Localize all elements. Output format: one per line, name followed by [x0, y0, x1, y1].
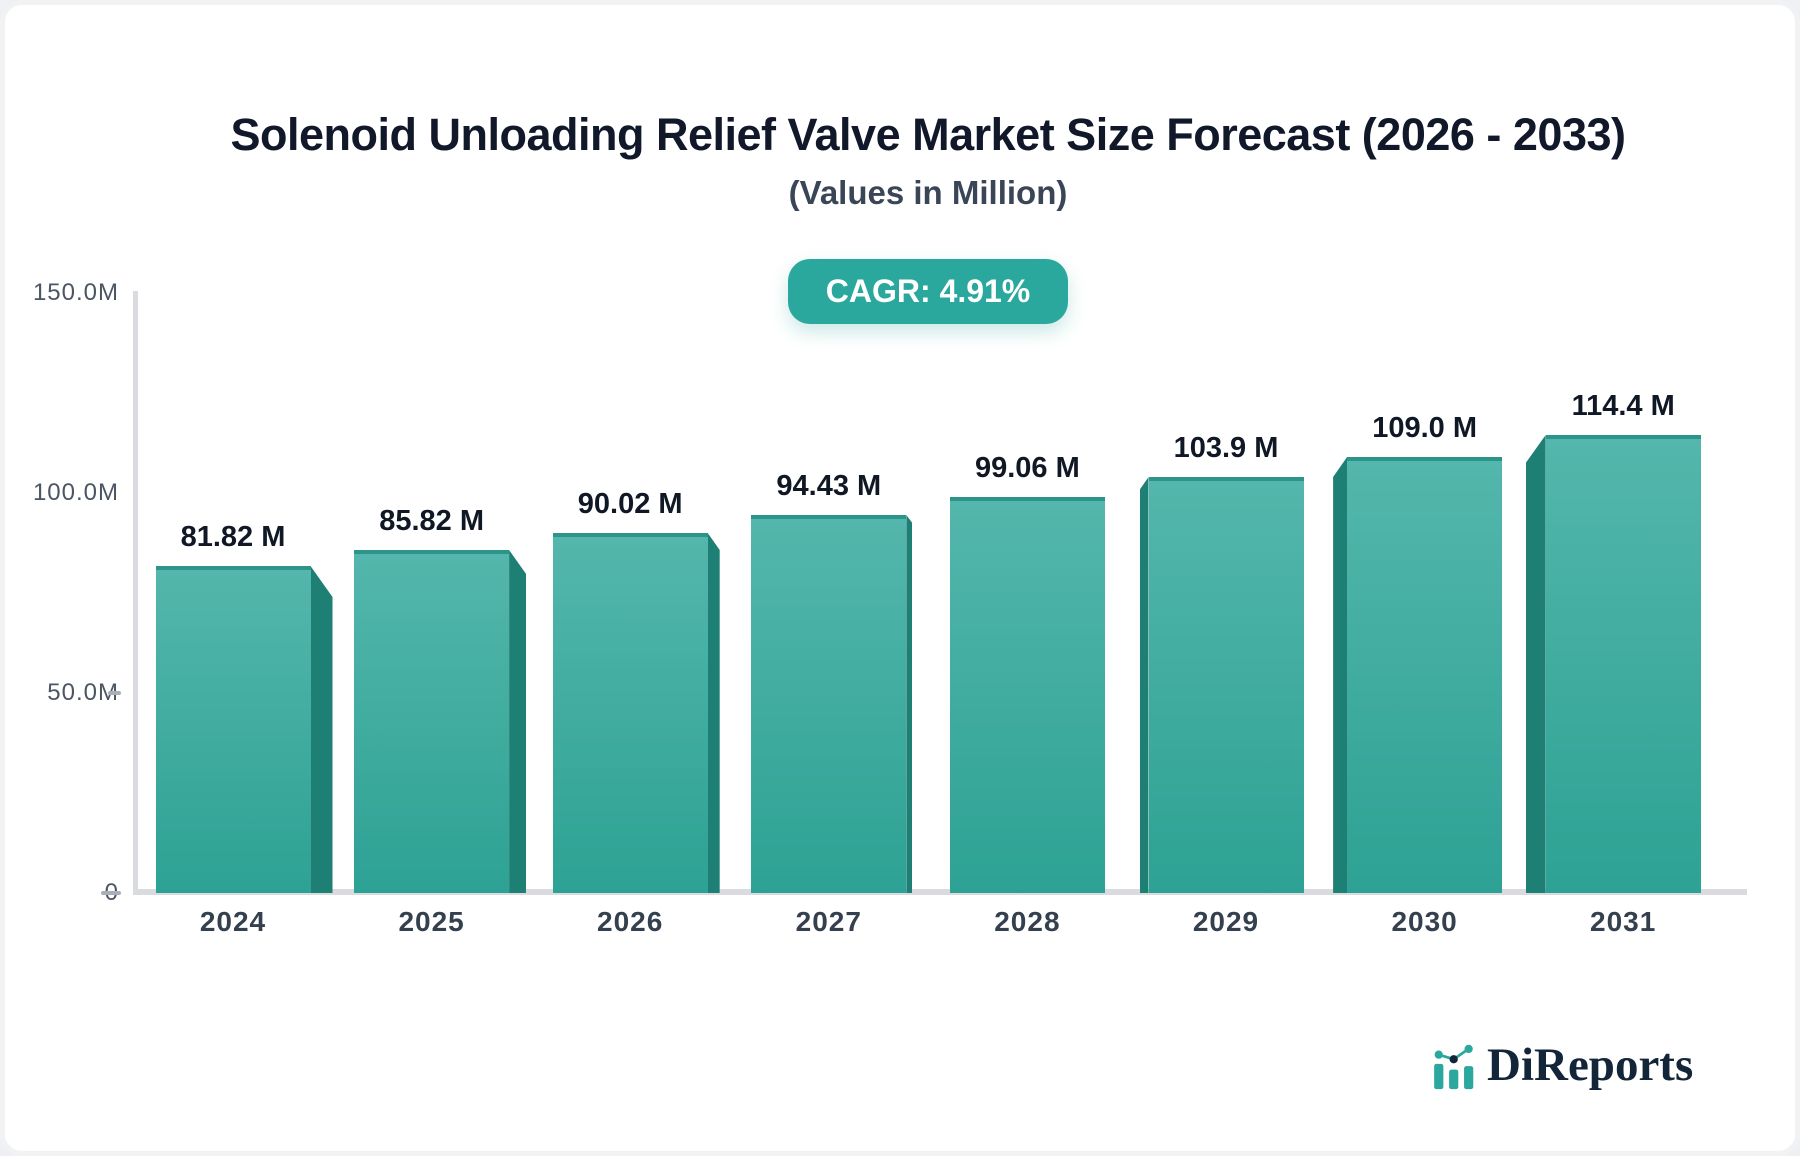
- x-tick-label-2025: 2025: [398, 906, 465, 937]
- bar-3d-side: [1139, 477, 1149, 893]
- bar-3d-side: [310, 566, 333, 893]
- x-tick-label-2030: 2030: [1391, 906, 1458, 937]
- bar-2031: 114.4 M: [1525, 390, 1701, 893]
- bar-3d-side: [707, 533, 720, 893]
- bar-face: [1148, 477, 1304, 893]
- bar-face: [1545, 435, 1701, 893]
- bar-face: [354, 550, 510, 893]
- x-tick-label-2031: 2031: [1590, 906, 1657, 937]
- bar-2025: 85.82 M: [354, 505, 527, 893]
- bar-value-label: 103.9 M: [1173, 432, 1279, 464]
- direports-logo: DiReports: [1433, 1039, 1693, 1091]
- y-tick-dash: [108, 691, 121, 695]
- bar-face: [552, 533, 708, 893]
- chart-title: Solenoid Unloading Relief Valve Market S…: [230, 109, 1626, 160]
- bar-value-label: 99.06 M: [974, 452, 1080, 484]
- bar-2030: 109.0 M: [1333, 412, 1503, 893]
- bar-2029: 103.9 M: [1139, 432, 1304, 893]
- x-tick-label-2028: 2028: [994, 906, 1061, 937]
- y-tick-dash: [101, 891, 121, 895]
- bar-3d-side: [1525, 435, 1546, 893]
- x-tick-label-2027: 2027: [795, 906, 862, 937]
- y-tick-label: 100.0M: [32, 479, 119, 506]
- x-tick-label-2026: 2026: [597, 906, 664, 937]
- bar-face: [155, 566, 311, 893]
- cagr-badge: CAGR: 4.91%: [787, 259, 1069, 325]
- bar-2024: 81.82 M: [155, 521, 333, 893]
- bar-face: [751, 515, 907, 893]
- y-tick-label: 50.0M: [47, 679, 119, 706]
- bar-value-label: 81.82 M: [180, 521, 286, 553]
- bar-face: [1347, 457, 1503, 893]
- bar-value-label: 94.43 M: [776, 470, 882, 502]
- x-tick-label-2029: 2029: [1192, 906, 1260, 937]
- bar-value-label: 90.02 M: [577, 488, 683, 520]
- cagr-badge-row: CAGR: 4.91%: [51, 259, 1795, 325]
- bar-3d-side: [1333, 457, 1348, 893]
- bar-value-label: 114.4 M: [1571, 390, 1675, 422]
- bar-2027: 94.43 M: [751, 470, 913, 893]
- bar-3d-side: [906, 515, 913, 893]
- bar-value-label: 109.0 M: [1372, 412, 1477, 444]
- direports-logo-icon: [1434, 1044, 1474, 1090]
- chart-subtitle: (Values in Million): [788, 174, 1068, 211]
- bar-3d-side: [509, 550, 527, 893]
- bar-face: [949, 497, 1105, 893]
- bar-2028: 99.06 M: [949, 452, 1105, 893]
- direports-logo-text: DiReports: [1487, 1039, 1694, 1091]
- bar-2026: 90.02 M: [552, 488, 720, 893]
- y-tick-label: 150.0M: [32, 279, 119, 306]
- y-axis-line: [133, 291, 138, 895]
- x-tick-label-2024: 2024: [199, 906, 267, 937]
- bar-value-label: 85.82 M: [379, 505, 484, 537]
- x-axis-line: [133, 889, 1747, 895]
